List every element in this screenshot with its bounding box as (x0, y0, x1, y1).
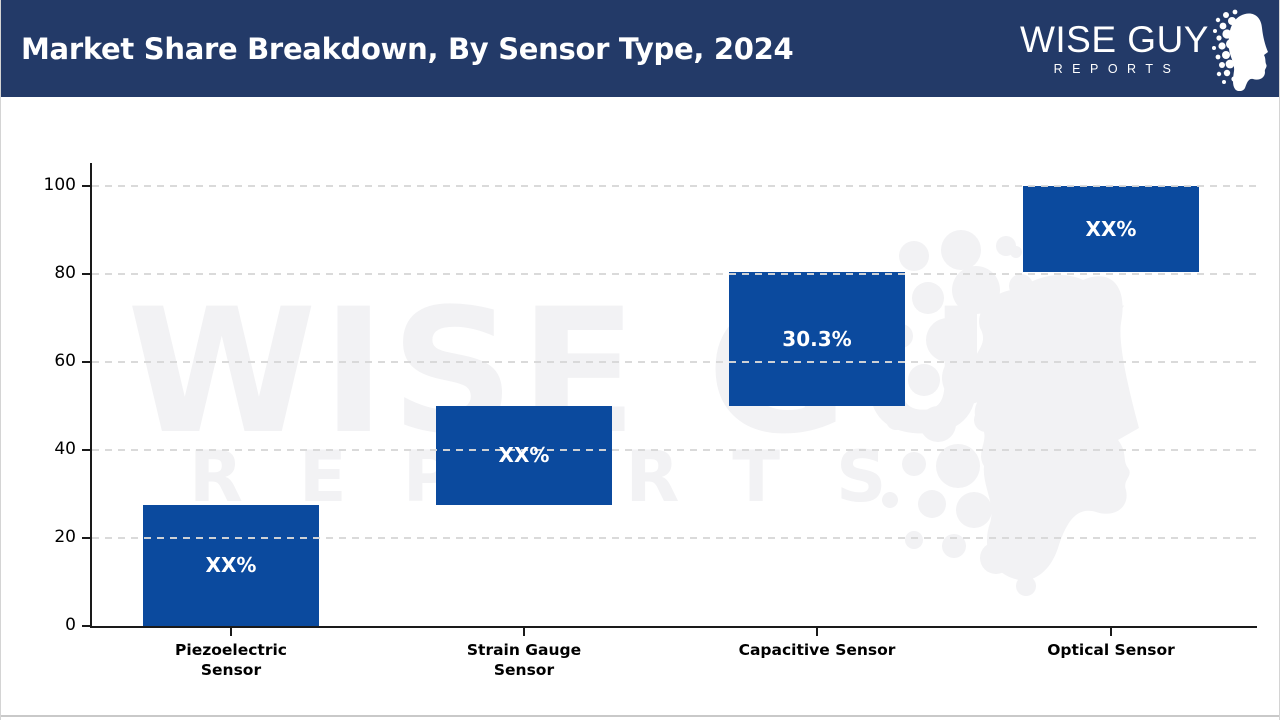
y-axis-spine (90, 163, 92, 628)
footer-divider (1, 715, 1279, 717)
wiseguy-head-logo-icon (1212, 9, 1268, 91)
waterfall-bar (143, 504, 319, 626)
waterfall-bar (729, 272, 905, 406)
logo-wordmark: WISE GUY (1019, 19, 1209, 60)
bar-value-label: XX% (498, 443, 550, 468)
gridline (92, 448, 1257, 451)
waterfall-bar (436, 405, 612, 505)
x-tick-mark (523, 628, 525, 636)
gridline (92, 272, 1257, 275)
gridline (92, 536, 1257, 539)
page-title: Market Share Breakdown, By Sensor Type, … (21, 31, 794, 66)
x-tick-label: Optical Sensor (1047, 641, 1175, 659)
chart-area: WISE GUY REPORTS 020406080100Piezoelectr… (1, 97, 1280, 716)
logo-subtext: REPORTS (1053, 61, 1181, 76)
gridline (92, 360, 1257, 363)
y-tick-mark (82, 625, 90, 627)
x-tick-mark (230, 628, 232, 636)
y-tick-label: 100 (43, 174, 76, 195)
y-tick-mark (82, 272, 90, 275)
x-axis-spine (90, 626, 1257, 628)
y-tick-mark (82, 184, 90, 187)
y-tick-mark (82, 536, 90, 539)
x-tick-mark (816, 628, 818, 636)
wiseguy-logo: WISE GUY REPORTS (1020, 7, 1271, 91)
y-tick-label: 0 (65, 615, 76, 635)
x-tick-mark (1110, 628, 1112, 636)
y-tick-label: 60 (54, 350, 76, 371)
y-tick-mark (82, 360, 90, 363)
y-tick-label: 40 (54, 438, 76, 459)
waterfall-bar (1023, 185, 1199, 273)
bar-value-label: 30.3% (782, 327, 852, 352)
y-tick-mark (82, 448, 90, 451)
logo-text: WISE GUY REPORTS (1019, 19, 1209, 76)
x-tick-label: Piezoelectric Sensor (175, 641, 287, 679)
bar-value-label: XX% (1085, 216, 1137, 241)
gridline (92, 184, 1257, 187)
bar-value-label: XX% (205, 553, 257, 578)
x-tick-label: Strain Gauge Sensor (466, 641, 582, 679)
y-tick-label: 80 (54, 262, 76, 283)
x-tick-label: Capacitive Sensor (738, 641, 896, 659)
header: Market Share Breakdown, By Sensor Type, … (1, 0, 1279, 97)
y-tick-label: 20 (54, 526, 76, 547)
